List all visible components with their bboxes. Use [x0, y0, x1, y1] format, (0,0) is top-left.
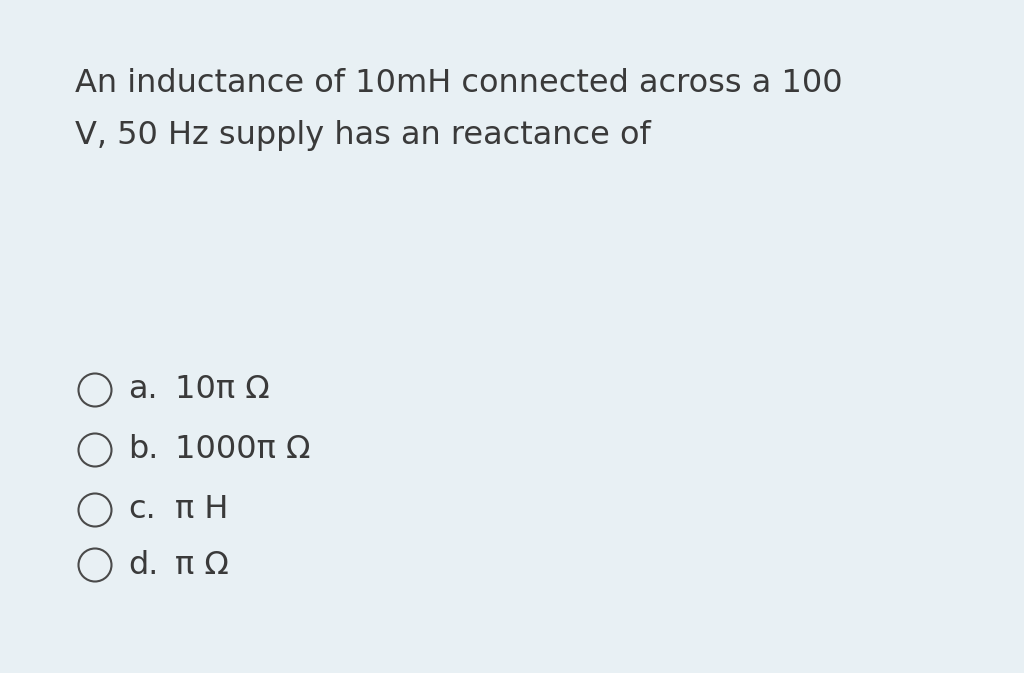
Text: a.: a.	[128, 374, 158, 406]
Text: c.: c.	[128, 495, 156, 526]
Text: b.: b.	[128, 435, 159, 466]
Text: π Ω: π Ω	[175, 549, 229, 581]
Text: 1000π Ω: 1000π Ω	[175, 435, 310, 466]
Text: d.: d.	[128, 549, 159, 581]
Text: An inductance of 10mH connected across a 100: An inductance of 10mH connected across a…	[75, 68, 843, 99]
Text: V, 50 Hz supply has an reactance of: V, 50 Hz supply has an reactance of	[75, 120, 650, 151]
Text: π H: π H	[175, 495, 228, 526]
Text: 10π Ω: 10π Ω	[175, 374, 269, 406]
